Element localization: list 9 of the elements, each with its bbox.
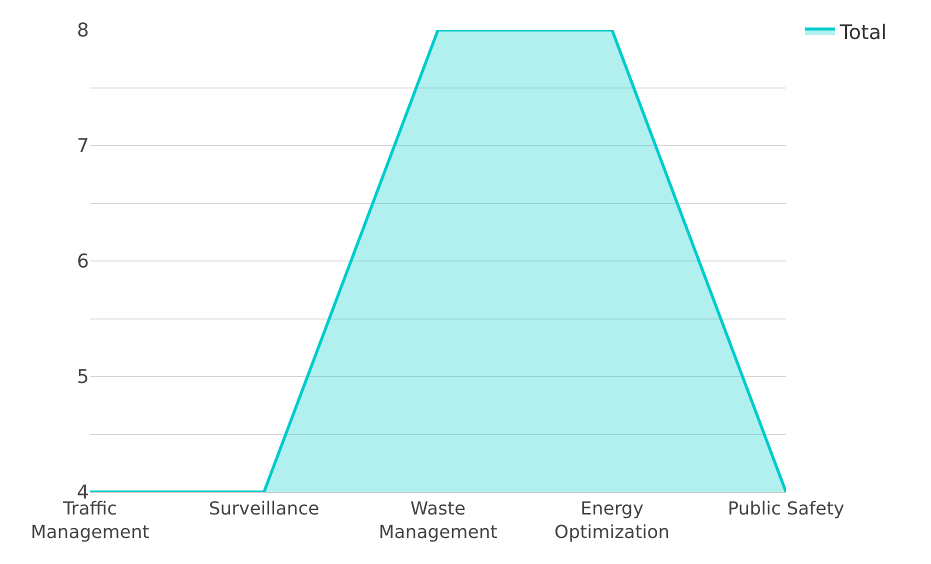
legend-label: Total (838, 20, 887, 44)
x-tick-label: Surveillance (208, 498, 320, 520)
y-tick-label: 5 (76, 366, 89, 388)
y-tick-label: 8 (76, 20, 89, 42)
y-tick-label: 6 (76, 250, 89, 273)
x-tick-label: Public Safety (728, 498, 845, 520)
x-tick-label: Energy Optimization (554, 498, 670, 543)
x-tick-label: Waste Management (378, 498, 498, 543)
y-tick-label: 7 (76, 135, 89, 158)
